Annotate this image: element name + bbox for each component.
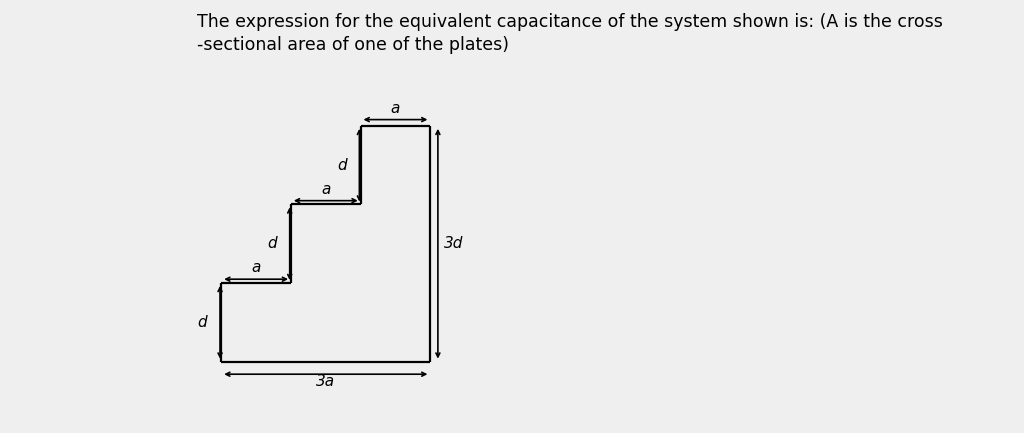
Text: a: a: [391, 101, 400, 116]
Text: d: d: [337, 158, 347, 173]
Text: a: a: [252, 260, 261, 275]
Text: d: d: [198, 315, 208, 330]
Text: 3a: 3a: [316, 375, 335, 389]
Text: 3d: 3d: [444, 236, 464, 251]
Text: The expression for the equivalent capacitance of the system shown is: (A is the : The expression for the equivalent capaci…: [198, 13, 943, 55]
Text: a: a: [322, 182, 331, 197]
Text: d: d: [267, 236, 278, 251]
